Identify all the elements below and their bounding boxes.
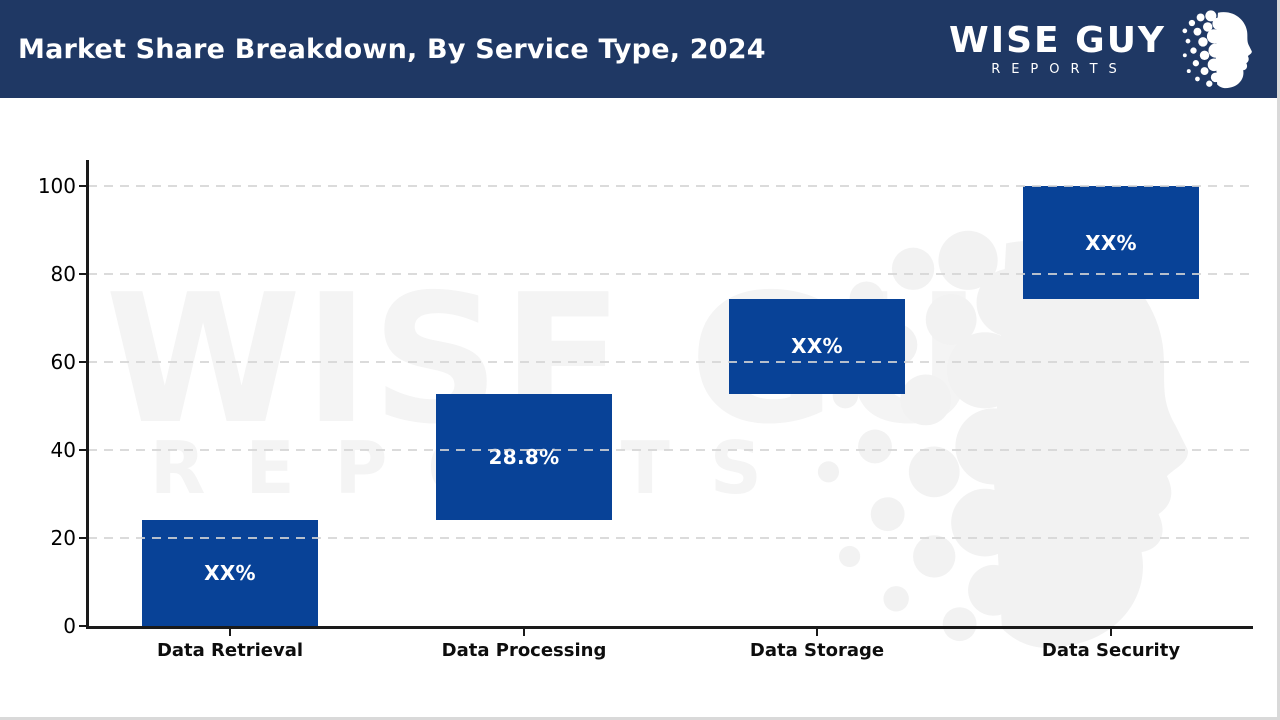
gridline-20 <box>88 537 1253 539</box>
brand-logo: WISE GUY REPORTS <box>949 8 1256 90</box>
bar-data-processing: 28.8% <box>436 393 612 521</box>
y-tick-label-60: 60 <box>50 350 76 374</box>
bar-value-label-data-security: XX% <box>1085 230 1137 255</box>
y-tick-label-0: 0 <box>63 614 76 638</box>
gridline-100 <box>88 185 1253 187</box>
y-tick-100 <box>79 185 87 187</box>
x-tick-data-retrieval <box>229 628 231 636</box>
y-tick-40 <box>79 449 87 451</box>
x-tick-data-security <box>1110 628 1112 636</box>
x-axis-line <box>86 626 1253 629</box>
logo-wordmark-block: WISE GUY REPORTS <box>948 19 1166 77</box>
bar-value-label-data-storage: XX% <box>791 334 843 359</box>
gridline-40 <box>88 449 1253 451</box>
gridline-80 <box>88 273 1253 275</box>
bar-data-storage: XX% <box>729 299 905 394</box>
logo-subtext: REPORTS <box>991 61 1128 77</box>
bar-value-label-data-retrieval: XX% <box>204 561 256 586</box>
x-category-label-data-retrieval: Data Retrieval <box>156 640 304 661</box>
x-category-label-data-security: Data Security <box>1041 640 1181 661</box>
y-tick-label-40: 40 <box>50 438 76 462</box>
x-category-label-data-processing: Data Processing <box>441 640 607 661</box>
x-category-label-data-storage: Data Storage <box>749 640 885 661</box>
logo-head-icon <box>1182 10 1252 89</box>
page-title: Market Share Breakdown, By Service Type,… <box>18 33 766 65</box>
y-tick-label-80: 80 <box>50 262 76 286</box>
page-right-border <box>1277 0 1280 720</box>
y-tick-20 <box>79 537 87 539</box>
y-tick-60 <box>79 361 87 363</box>
gridline-60 <box>88 361 1253 363</box>
y-tick-80 <box>79 273 87 275</box>
y-tick-label-20: 20 <box>50 526 76 550</box>
app-header: Market Share Breakdown, By Service Type,… <box>0 0 1280 98</box>
bar-data-security: XX% <box>1023 186 1199 300</box>
logo-wordmark: WISE GUY <box>948 19 1166 61</box>
x-tick-data-storage <box>816 628 818 636</box>
page-bottom-border <box>0 717 1280 720</box>
watermark-head-icon <box>815 230 1189 649</box>
y-tick-0 <box>79 625 87 627</box>
y-axis-line <box>86 160 89 628</box>
y-tick-label-100: 100 <box>37 174 76 198</box>
x-tick-data-processing <box>523 628 525 636</box>
